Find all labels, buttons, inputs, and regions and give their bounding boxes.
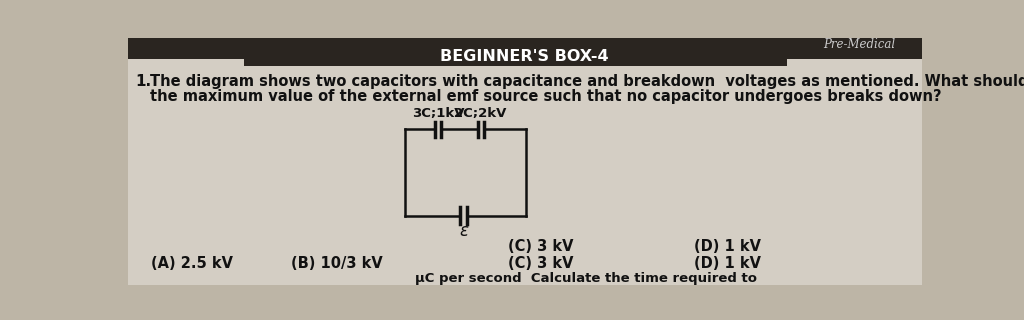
Text: 3C;1kV: 3C;1kV: [412, 107, 464, 120]
Text: 1.: 1.: [136, 74, 152, 89]
Text: (D) 1 kV: (D) 1 kV: [693, 239, 761, 254]
Text: (C) 3 kV: (C) 3 kV: [508, 256, 573, 271]
Text: ε: ε: [459, 222, 468, 240]
Bar: [128, 38, 922, 59]
Text: (A) 2.5 kV: (A) 2.5 kV: [152, 256, 233, 271]
Text: The diagram shows two capacitors with capacitance and breakdown  voltages as men: The diagram shows two capacitors with ca…: [150, 74, 1024, 89]
Text: 2C;2kV: 2C;2kV: [455, 107, 507, 120]
Text: the maximum value of the external emf source such that no capacitor undergoes br: the maximum value of the external emf so…: [150, 89, 941, 104]
Text: (B) 10/3 kV: (B) 10/3 kV: [291, 256, 383, 271]
Text: Pre-Medical: Pre-Medical: [823, 38, 895, 51]
Text: (C) 3 kV: (C) 3 kV: [508, 239, 573, 254]
Text: BEGINNER'S BOX-4: BEGINNER'S BOX-4: [440, 49, 609, 64]
Text: (D) 1 kV: (D) 1 kV: [693, 256, 761, 271]
Bar: [245, 49, 786, 66]
Text: µC per second  Calculate the time required to: µC per second Calculate the time require…: [415, 272, 757, 285]
